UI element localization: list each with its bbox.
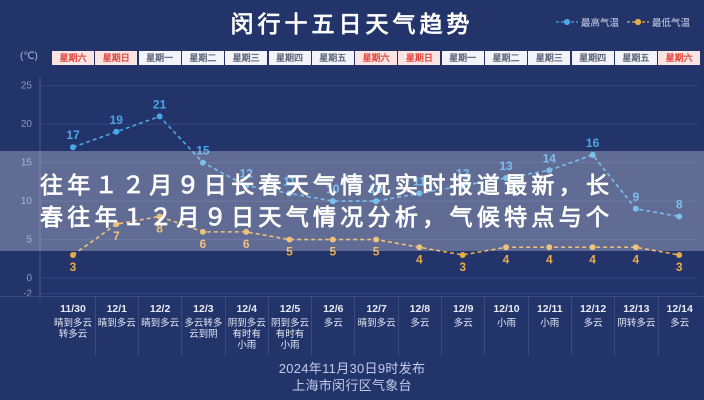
svg-text:4: 4	[546, 252, 553, 266]
svg-text:0: 0	[26, 273, 32, 284]
svg-text:20: 20	[21, 119, 33, 130]
svg-text:4: 4	[503, 252, 510, 266]
svg-text:3: 3	[459, 260, 466, 274]
svg-text:17: 17	[66, 128, 80, 142]
svg-text:3: 3	[676, 260, 683, 274]
svg-text:25: 25	[21, 81, 33, 92]
svg-text:4: 4	[589, 252, 596, 266]
svg-text:19: 19	[110, 113, 124, 127]
svg-text:16: 16	[586, 136, 600, 150]
svg-text:21: 21	[153, 97, 167, 111]
svg-text:4: 4	[416, 252, 423, 266]
svg-text:3: 3	[70, 260, 77, 274]
svg-text:4: 4	[633, 252, 640, 266]
